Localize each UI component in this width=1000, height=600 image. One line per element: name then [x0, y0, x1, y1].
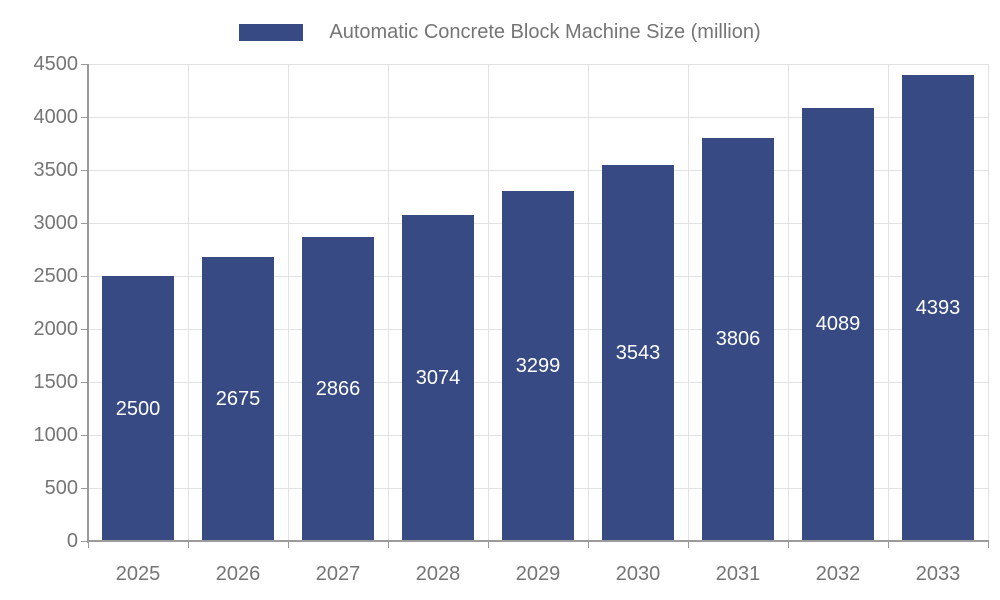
gridline-vertical: [487, 64, 489, 541]
y-axis-tick: [81, 540, 88, 542]
gridline-vertical: [687, 64, 689, 541]
gridline-horizontal: [88, 116, 988, 118]
x-axis-tick: [887, 541, 889, 548]
x-axis-tick-label: 2025: [115, 563, 161, 585]
bar-value-label: 3299: [515, 355, 561, 378]
x-axis-tick-label: 2028: [415, 563, 461, 585]
x-axis-tick-label: 2029: [515, 563, 561, 585]
y-axis-tick: [81, 381, 88, 383]
y-axis-tick-label: 3000: [33, 212, 79, 234]
x-axis-tick: [387, 541, 389, 548]
x-axis-tick: [787, 541, 789, 548]
gridline-vertical: [987, 64, 989, 541]
x-axis-tick: [687, 541, 689, 548]
bar-value-label: 3074: [415, 367, 461, 390]
bar-2031: [702, 137, 774, 541]
bar-value-label: 4089: [815, 313, 861, 336]
y-axis-tick: [81, 434, 88, 436]
bar-2028: [402, 215, 474, 541]
gridline-vertical: [787, 64, 789, 541]
bar-value-label: 4393: [915, 297, 961, 320]
x-axis-tick: [487, 541, 489, 548]
x-axis-tick-label: 2033: [915, 563, 961, 585]
chart-legend: Automatic Concrete Block Machine Size (m…: [0, 14, 1000, 50]
x-axis-tick-label: 2030: [615, 563, 661, 585]
y-axis-tick-label: 2500: [33, 265, 79, 287]
y-axis-tick-label: 500: [44, 477, 78, 499]
x-axis-tick-label: 2026: [215, 563, 261, 585]
y-axis-tick-label: 4500: [33, 53, 79, 75]
x-axis-tick: [987, 541, 989, 548]
y-axis-tick: [81, 63, 88, 65]
x-axis-tick-label: 2027: [315, 563, 361, 585]
gridline-horizontal: [88, 63, 988, 65]
y-axis-tick: [81, 222, 88, 224]
gridline-vertical: [587, 64, 589, 541]
bar-2025: [102, 276, 174, 541]
gridline-vertical: [887, 64, 889, 541]
legend-label: Automatic Concrete Block Machine Size (m…: [329, 20, 761, 43]
bar-value-label: 3806: [715, 328, 761, 351]
x-axis-tick: [87, 541, 89, 548]
y-axis-tick-label: 4000: [33, 106, 79, 128]
x-axis-tick: [287, 541, 289, 548]
gridline-vertical: [187, 64, 189, 541]
gridline-horizontal: [88, 169, 988, 171]
y-axis-tick-label: 1500: [33, 371, 79, 393]
bar-2033: [902, 75, 974, 541]
x-axis-tick: [587, 541, 589, 548]
x-axis-line: [87, 540, 989, 542]
bar-2032: [802, 107, 874, 541]
x-axis-tick-label: 2032: [815, 563, 861, 585]
bar-value-label: 2500: [115, 397, 161, 420]
gridline-vertical: [387, 64, 389, 541]
bar-value-label: 2675: [215, 388, 261, 411]
y-axis-tick: [81, 487, 88, 489]
gridline-vertical: [287, 64, 289, 541]
y-axis-tick-label: 2000: [33, 318, 79, 340]
legend-swatch: [239, 23, 304, 41]
y-axis-tick-label: 1000: [33, 424, 79, 446]
y-axis-tick: [81, 116, 88, 118]
bar-2027: [302, 237, 374, 541]
y-axis-tick: [81, 169, 88, 171]
x-axis-tick-label: 2031: [715, 563, 761, 585]
y-axis-tick: [81, 328, 88, 330]
bar-2029: [502, 191, 574, 541]
x-axis-tick: [187, 541, 189, 548]
y-axis-line: [87, 64, 89, 543]
bar-2026: [202, 257, 274, 541]
y-axis-tick-label: 0: [66, 530, 78, 552]
bar-value-label: 2866: [315, 378, 361, 401]
y-axis-tick-label: 3500: [33, 159, 79, 181]
y-axis-tick: [81, 275, 88, 277]
bar-value-label: 3543: [615, 342, 661, 365]
bar-2030: [602, 165, 674, 541]
